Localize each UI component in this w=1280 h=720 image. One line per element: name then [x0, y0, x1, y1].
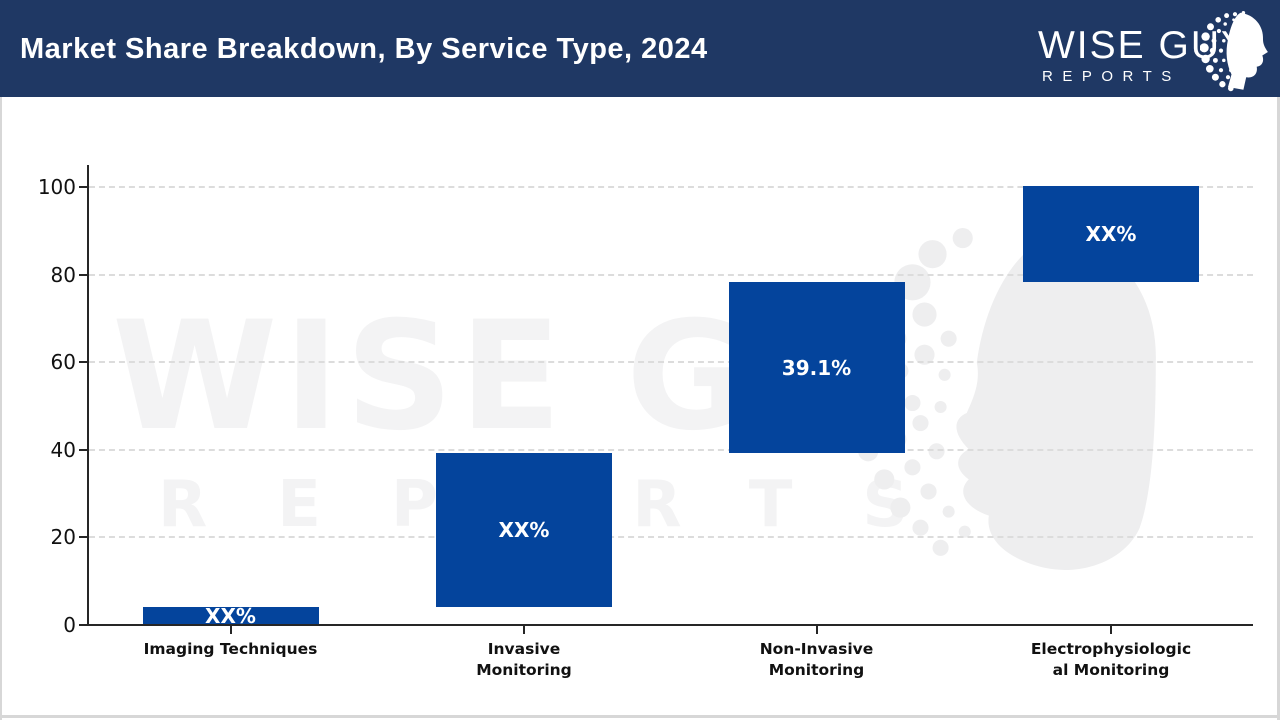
gridline	[89, 186, 1253, 189]
y-tick-label: 60	[50, 350, 76, 375]
x-category-label-line: Invasive	[487, 640, 561, 658]
bar-3: 39.1%	[728, 282, 905, 454]
y-axis-tick	[79, 273, 87, 276]
bar-2: XX%	[436, 453, 612, 608]
y-axis-tick	[79, 186, 87, 189]
x-category-label: Imaging Techniques	[111, 639, 351, 660]
x-category-label-line: Monitoring	[768, 661, 865, 679]
bar-value-label: XX%	[498, 518, 550, 543]
x-category-label-line: al Monitoring	[1052, 661, 1170, 679]
x-axis-tick	[229, 626, 232, 634]
gridline	[89, 361, 1253, 364]
x-axis-line	[87, 624, 1253, 626]
y-tick-label: 40	[50, 437, 76, 462]
x-axis-tick	[815, 626, 818, 634]
bar-4: XX%	[1023, 186, 1199, 283]
gridline	[89, 536, 1253, 539]
header-band: Market Share Breakdown, By Service Type,…	[0, 0, 1280, 97]
brand-logo: WISE GUY REPORTS	[1002, 4, 1270, 94]
y-tick-label: 0	[63, 613, 76, 637]
page-title: Market Share Breakdown, By Service Type,…	[20, 33, 708, 65]
x-category-label-line: Imaging Techniques	[143, 640, 318, 658]
logo-wordmark: WISE GUY	[1038, 24, 1250, 67]
y-axis-tick	[79, 361, 87, 364]
x-category-label: Electrophysiologic al Monitoring	[991, 639, 1231, 681]
x-category-label: Non-Invasive Monitoring	[697, 639, 937, 681]
page-border-left	[0, 97, 2, 720]
y-tick-label: 20	[50, 525, 76, 550]
y-tick-label: 80	[50, 262, 76, 287]
x-category-label-line: Electrophysiologic	[1030, 640, 1192, 658]
x-axis-tick	[523, 626, 525, 634]
y-tick-label: 100	[37, 175, 76, 200]
gridline	[89, 273, 1253, 276]
x-category-label-line: Non-Invasive	[759, 640, 874, 658]
x-axis-tick	[1110, 626, 1112, 634]
bar-value-label: XX%	[1085, 222, 1137, 247]
page-border-bottom	[0, 715, 1280, 718]
logo-wordmark-sub: REPORTS	[1042, 68, 1181, 85]
y-axis-line	[87, 165, 89, 626]
dotted-head-icon	[1199, 10, 1270, 94]
bar-value-label: XX%	[205, 607, 256, 625]
gridline	[89, 448, 1253, 451]
page-border-right	[1277, 97, 1280, 720]
y-axis-tick	[79, 448, 87, 451]
x-category-label-line: Monitoring	[476, 661, 572, 679]
bar-value-label: 39.1%	[781, 355, 852, 380]
bar-1: XX%	[142, 607, 319, 625]
y-axis-tick	[79, 624, 87, 626]
x-category-label: Invasive Monitoring	[404, 639, 644, 681]
y-axis-tick	[79, 536, 87, 539]
